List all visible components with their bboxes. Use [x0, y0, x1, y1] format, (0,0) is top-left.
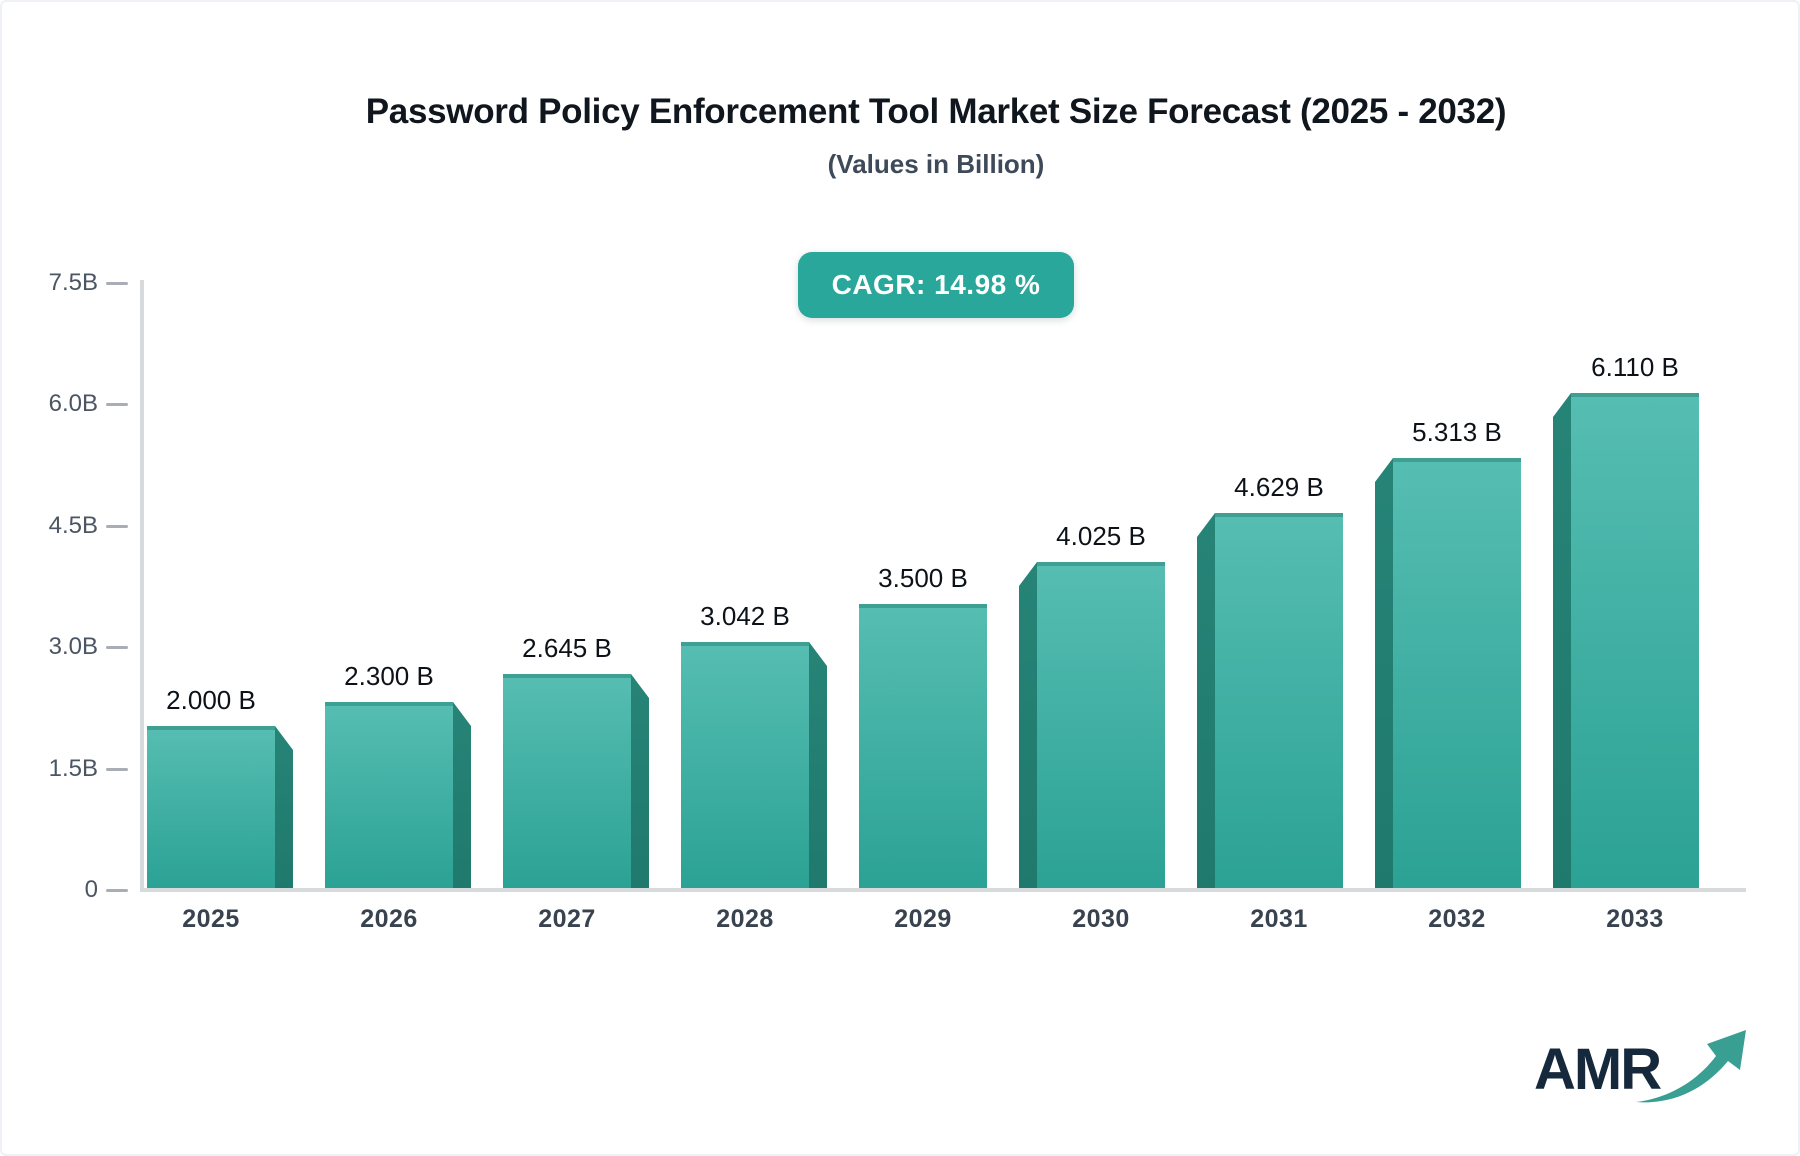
- bar-side-face-2026: [453, 702, 471, 888]
- bar-value-label-2028: 3.042 B: [700, 601, 790, 631]
- bar-side-face-2027: [631, 674, 649, 888]
- bar-side-face-2028: [809, 642, 827, 888]
- bar-face-2032: [1393, 458, 1521, 888]
- bar-value-label-2029: 3.500 B: [878, 563, 968, 593]
- x-tick-label-2026: 2026: [360, 905, 418, 933]
- y-tick-label: 0: [84, 876, 98, 903]
- y-tick-label: 1.5B: [48, 754, 98, 782]
- y-tick-mark: [106, 281, 128, 285]
- y-tick-mark: [106, 889, 128, 892]
- bar-face-2025: [147, 726, 275, 888]
- x-axis-line: [140, 888, 1746, 892]
- y-tick-mark: [106, 524, 128, 528]
- bar-side-face-2032: [1375, 458, 1393, 888]
- y-tick-mark: [106, 767, 128, 771]
- cagr-badge-band: CAGR: 14.98 %: [74, 252, 1798, 318]
- x-tick-label-2033: 2033: [1606, 905, 1664, 933]
- x-tick-label-2032: 2032: [1428, 905, 1486, 933]
- bar-side-face-2030: [1019, 562, 1037, 888]
- x-tick-label-2027: 2027: [538, 905, 596, 933]
- amr-logo: AMR: [1534, 1024, 1746, 1116]
- bar-face-2030: [1037, 562, 1165, 888]
- chart-subtitle: (Values in Billion): [827, 149, 1045, 179]
- x-tick-label-2030: 2030: [1072, 905, 1130, 933]
- bar-face-2026: [325, 702, 453, 888]
- amr-logo-text: AMR: [1534, 1037, 1662, 1102]
- bar-face-2027: [503, 674, 631, 888]
- y-tick-mark: [106, 403, 128, 406]
- bar-value-label-2030: 4.025 B: [1056, 521, 1146, 551]
- bar-face-2033: [1571, 393, 1699, 888]
- bar-face-2029: [859, 604, 987, 888]
- bar-side-face-2031: [1197, 513, 1215, 888]
- chart-title: Password Policy Enforcement Tool Market …: [365, 92, 1507, 131]
- y-tick-mark: [106, 646, 128, 649]
- cagr-badge: CAGR: 14.98 %: [797, 252, 1075, 318]
- x-tick-label-2025: 2025: [182, 905, 240, 933]
- bar-face-2031: [1215, 513, 1343, 888]
- bar-value-label-2027: 2.645 B: [522, 633, 612, 663]
- bar-value-label-2033: 6.110 B: [1591, 352, 1679, 382]
- bar-face-2028: [681, 642, 809, 888]
- y-tick-label: 3.0B: [48, 633, 98, 660]
- y-tick-label: 6.0B: [48, 390, 98, 417]
- bar-value-label-2026: 2.300 B: [344, 661, 434, 691]
- growth-arrow-icon: [1636, 1030, 1746, 1103]
- bar-value-label-2032: 5.313 B: [1412, 417, 1502, 447]
- bar-side-face-2025: [275, 726, 293, 888]
- bar-value-label-2025: 2.000 B: [166, 685, 256, 715]
- bar-side-face-2033: [1553, 393, 1571, 888]
- x-tick-label-2029: 2029: [894, 905, 952, 933]
- x-tick-label-2028: 2028: [716, 905, 774, 933]
- y-tick-label: 7.5B: [48, 268, 98, 296]
- bar-value-label-2031: 4.629 B: [1234, 472, 1324, 502]
- x-tick-label-2031: 2031: [1250, 905, 1308, 933]
- y-axis-line: [140, 280, 144, 892]
- y-tick-label: 4.5B: [48, 511, 98, 539]
